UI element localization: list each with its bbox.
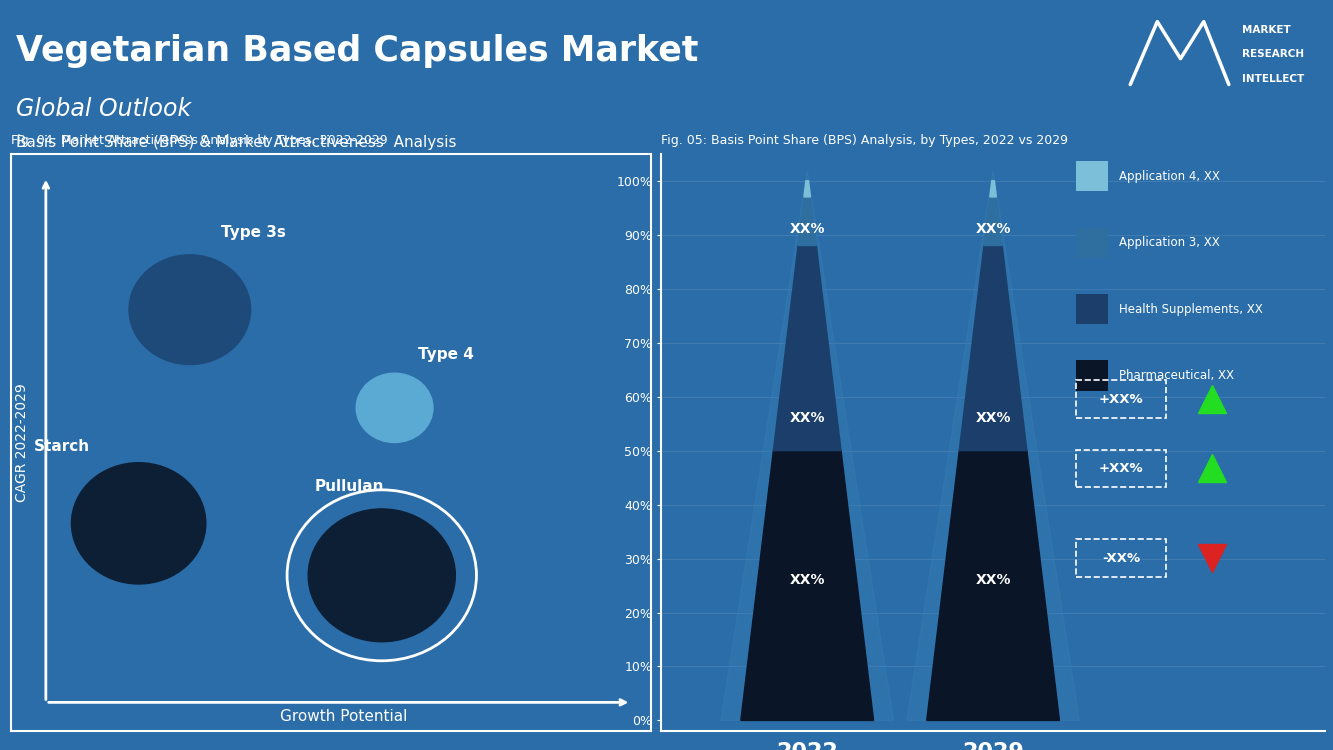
Text: Global Outlook: Global Outlook xyxy=(16,98,191,122)
Polygon shape xyxy=(804,181,810,197)
Text: Type 4: Type 4 xyxy=(417,346,473,362)
Text: XX%: XX% xyxy=(789,222,825,236)
Text: Pharmaceutical, XX: Pharmaceutical, XX xyxy=(1120,369,1234,382)
Polygon shape xyxy=(721,170,893,721)
Text: Growth Potential: Growth Potential xyxy=(280,710,407,724)
Polygon shape xyxy=(960,245,1026,451)
Polygon shape xyxy=(798,197,816,245)
Text: Type 3s: Type 3s xyxy=(221,225,287,240)
Text: INTELLECT: INTELLECT xyxy=(1242,74,1305,83)
Text: XX%: XX% xyxy=(789,573,825,587)
Polygon shape xyxy=(990,181,996,197)
Text: +XX%: +XX% xyxy=(1098,462,1144,475)
Circle shape xyxy=(308,509,456,642)
Text: XX%: XX% xyxy=(976,222,1010,236)
Circle shape xyxy=(72,463,205,584)
Text: XX%: XX% xyxy=(976,573,1010,587)
Text: CAGR 2022-2029: CAGR 2022-2029 xyxy=(15,383,29,502)
Text: Application 3, XX: Application 3, XX xyxy=(1120,236,1220,249)
FancyBboxPatch shape xyxy=(1076,294,1108,324)
Text: +XX%: +XX% xyxy=(1098,393,1144,406)
FancyBboxPatch shape xyxy=(1076,361,1108,391)
Text: Basis Point Share (BPS) & Market Attractiveness  Analysis: Basis Point Share (BPS) & Market Attract… xyxy=(16,135,456,150)
Text: MARKET: MARKET xyxy=(1242,26,1292,35)
Text: Pullulan: Pullulan xyxy=(315,479,384,494)
Text: Application 4, XX: Application 4, XX xyxy=(1120,170,1220,183)
Text: Fig. 04: Market Attractiveness Analysis by Types, 2022-2029: Fig. 04: Market Attractiveness Analysis … xyxy=(11,134,388,147)
Polygon shape xyxy=(906,170,1080,721)
Polygon shape xyxy=(926,451,1060,721)
FancyBboxPatch shape xyxy=(1076,228,1108,258)
Text: XX%: XX% xyxy=(789,411,825,425)
Text: XX%: XX% xyxy=(976,411,1010,425)
Text: Fig. 05: Basis Point Share (BPS) Analysis, by Types, 2022 vs 2029: Fig. 05: Basis Point Share (BPS) Analysi… xyxy=(661,134,1068,147)
Circle shape xyxy=(129,255,251,364)
Text: -XX%: -XX% xyxy=(1102,551,1140,565)
Text: Starch: Starch xyxy=(33,439,89,454)
Text: RESEARCH: RESEARCH xyxy=(1242,50,1305,59)
FancyBboxPatch shape xyxy=(1076,161,1108,191)
Polygon shape xyxy=(741,451,873,721)
Text: Health Supplements, XX: Health Supplements, XX xyxy=(1120,302,1262,316)
Polygon shape xyxy=(773,245,841,451)
Circle shape xyxy=(356,374,433,442)
Text: Vegetarian Based Capsules Market: Vegetarian Based Capsules Market xyxy=(16,34,698,68)
Polygon shape xyxy=(984,197,1002,245)
